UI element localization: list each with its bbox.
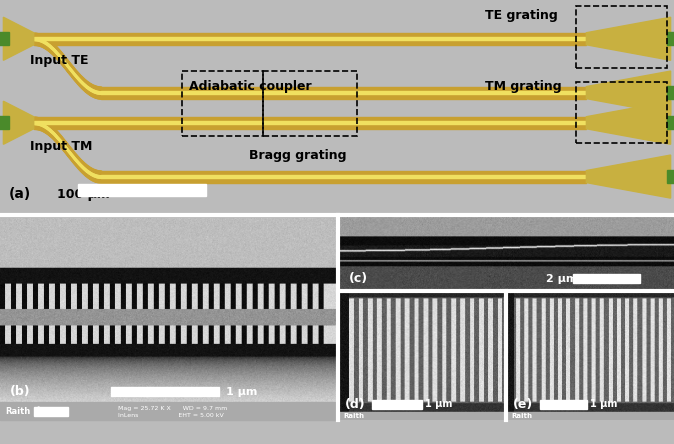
Bar <box>338 412 505 420</box>
Bar <box>576 7 667 68</box>
Text: 2 μm: 2 μm <box>547 274 578 284</box>
Bar <box>182 71 263 136</box>
Text: Adiabatic coupler: Adiabatic coupler <box>189 79 311 93</box>
Polygon shape <box>3 101 34 144</box>
Text: 1 μm: 1 μm <box>590 400 617 409</box>
Polygon shape <box>586 71 671 114</box>
Text: (c): (c) <box>348 272 367 285</box>
Bar <box>667 86 674 99</box>
Text: 1 μm: 1 μm <box>226 387 257 396</box>
Polygon shape <box>3 17 34 60</box>
Text: Input TE: Input TE <box>30 54 89 67</box>
Polygon shape <box>586 101 671 144</box>
Text: InLens                    EHT = 5.00 kV: InLens EHT = 5.00 kV <box>118 412 224 418</box>
Bar <box>574 274 640 283</box>
Text: 100 μm: 100 μm <box>57 188 110 201</box>
Bar <box>34 408 67 416</box>
Bar <box>667 116 674 129</box>
Bar <box>0 32 9 45</box>
Bar <box>263 71 357 136</box>
Text: Raith: Raith <box>511 413 532 419</box>
Text: TM grating: TM grating <box>485 79 562 93</box>
Bar <box>576 82 667 143</box>
Polygon shape <box>586 155 671 198</box>
Bar <box>506 412 674 420</box>
Bar <box>667 32 674 45</box>
Text: Mag = 25.72 K X      WD = 9.7 mm: Mag = 25.72 K X WD = 9.7 mm <box>118 405 227 411</box>
Text: Raith: Raith <box>343 413 365 419</box>
Polygon shape <box>586 17 671 60</box>
Text: (e): (e) <box>513 398 533 411</box>
Text: 1 μm: 1 μm <box>37 406 53 411</box>
Text: Raith: Raith <box>5 407 30 416</box>
Bar <box>667 170 674 183</box>
Text: 1 μm: 1 μm <box>425 400 452 409</box>
Bar <box>540 400 587 408</box>
Text: TE grating: TE grating <box>485 8 558 22</box>
Bar <box>371 400 422 408</box>
Text: Bragg grating: Bragg grating <box>249 149 347 162</box>
Bar <box>0 116 9 129</box>
Bar <box>0 402 338 420</box>
Text: Input TM: Input TM <box>30 140 93 153</box>
Text: (a): (a) <box>9 187 31 201</box>
Text: (b): (b) <box>10 385 31 398</box>
Bar <box>78 184 206 196</box>
Text: (d): (d) <box>345 398 365 411</box>
Bar <box>111 387 220 396</box>
